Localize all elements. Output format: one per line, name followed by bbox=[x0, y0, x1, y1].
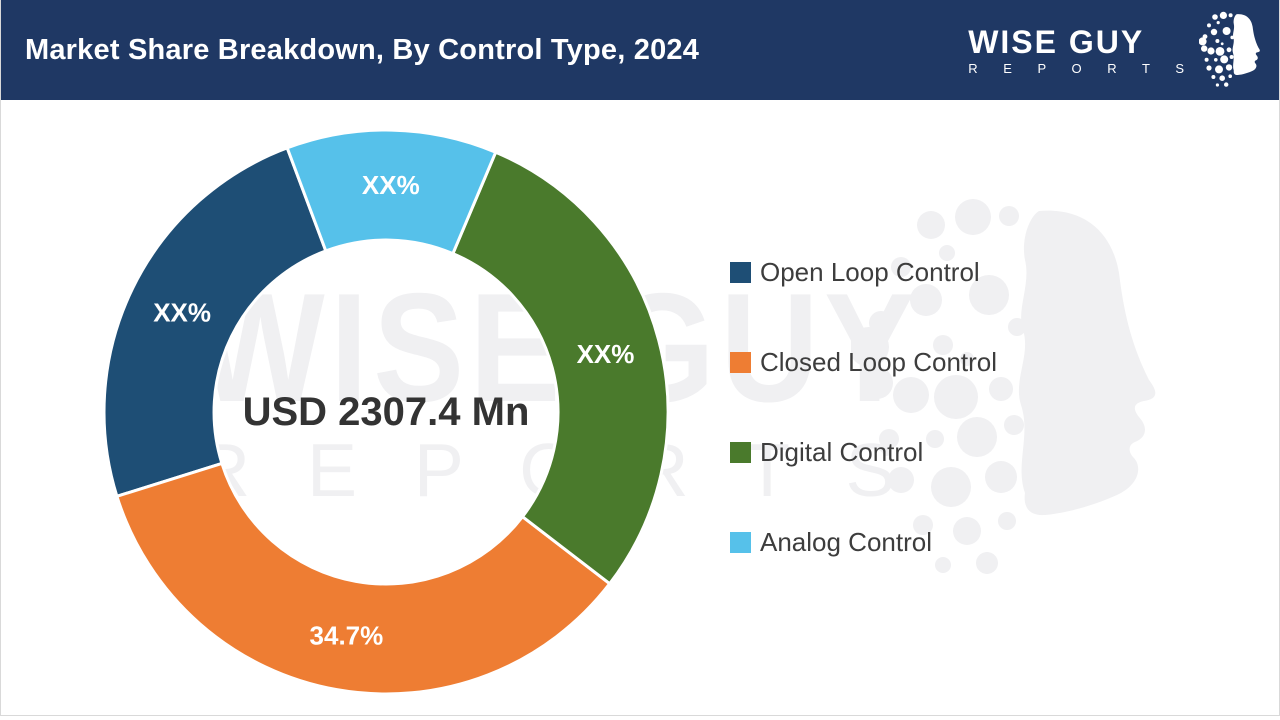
chart-area: WISE GUY R E P O R T S XX%34.7%XX%XX% US… bbox=[1, 100, 1279, 715]
wise-guy-reports-logo: WISE GUY R E P O R T S bbox=[968, 11, 1279, 89]
head-profile-watermark bbox=[851, 199, 1156, 574]
slice-value-label: XX% bbox=[362, 170, 420, 200]
slice-value-label: 34.7% bbox=[310, 621, 384, 651]
donut-segment-closed-loop-control bbox=[115, 461, 612, 696]
legend-label: Analog Control bbox=[760, 526, 932, 557]
legend-swatch-closed-loop bbox=[730, 351, 751, 373]
slice-value-label: XX% bbox=[153, 297, 211, 327]
legend-item-open-loop-control: Open Loop Control bbox=[730, 257, 980, 287]
legend-item-digital-control: Digital Control bbox=[730, 437, 923, 467]
head-profile-logo-icon bbox=[1199, 11, 1260, 87]
logo-subtitle: R E P O R T S bbox=[968, 60, 1195, 76]
legend-item-analog-control: Analog Control bbox=[730, 527, 932, 557]
legend-swatch-analog bbox=[730, 531, 751, 553]
legend-label: Digital Control bbox=[760, 436, 924, 467]
donut-center-value: USD 2307.4 Mn bbox=[242, 390, 530, 434]
donut-chart: XX% 34.7% XX% XX% bbox=[102, 128, 670, 696]
donut-segment-open-loop-control bbox=[102, 146, 328, 498]
slice-value-label: XX% bbox=[577, 339, 635, 369]
donut-segment-digital-control bbox=[451, 150, 670, 586]
legend-label: Closed Loop Control bbox=[760, 346, 998, 377]
legend-swatch-open-loop bbox=[730, 261, 751, 283]
donut-segment-analog-control bbox=[285, 128, 498, 256]
header-bar: Market Share Breakdown, By Control Type,… bbox=[1, 0, 1279, 100]
legend-swatch-digital bbox=[730, 441, 751, 463]
logo-wordmark: WISE GUY bbox=[968, 23, 1145, 60]
legend-label: Open Loop Control bbox=[760, 256, 980, 287]
logo-text: WISE GUY R E P O R T S bbox=[968, 25, 1195, 76]
page-title: Market Share Breakdown, By Control Type,… bbox=[25, 33, 700, 66]
legend-item-closed-loop-control: Closed Loop Control bbox=[730, 347, 997, 377]
